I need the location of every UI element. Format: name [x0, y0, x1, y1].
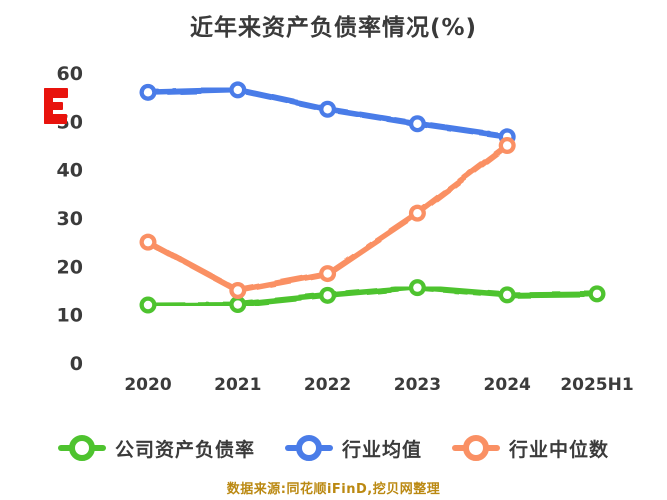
data-point-marker — [233, 300, 242, 309]
y-tick-label: 20 — [57, 256, 83, 278]
series-line-公司资产负债率 — [145, 284, 600, 308]
data-point-marker — [413, 208, 422, 218]
data-point-marker — [323, 291, 332, 300]
x-tick-label: 2024 — [484, 375, 531, 395]
data-point-marker — [323, 269, 332, 278]
legend-marker-icon — [452, 434, 500, 462]
data-point-marker — [143, 237, 153, 247]
data-point-marker — [233, 286, 242, 295]
data-point-marker — [592, 289, 602, 299]
legend-label: 行业中位数 — [509, 438, 610, 461]
data-point-marker — [413, 283, 422, 292]
legend-item-行业中位数: 行业中位数 — [452, 434, 609, 462]
chart-title: 近年来资产负债率情况(%) — [189, 15, 478, 41]
data-point-marker — [503, 141, 512, 150]
red-watermark-logo — [44, 88, 68, 124]
data-point-marker — [143, 88, 153, 97]
legend-item-行业均值: 行业均值 — [284, 434, 422, 462]
x-tick-label: 2020 — [124, 375, 171, 395]
data-point-marker — [503, 290, 512, 300]
chart-legend: 公司资产负债率 行业均值 行业中位数 — [0, 428, 667, 468]
x-tick-label: 2021 — [214, 375, 261, 395]
legend-label: 行业均值 — [341, 438, 422, 461]
legend-item-公司资产负债率: 公司资产负债率 — [57, 434, 255, 462]
data-point-marker — [323, 105, 332, 114]
y-tick-label: 30 — [57, 208, 83, 230]
data-point-marker — [413, 119, 422, 128]
legend-marker-icon — [284, 434, 333, 462]
y-tick-label: 40 — [57, 160, 83, 182]
y-tick-label: 0 — [70, 353, 83, 375]
data-point-marker — [143, 300, 153, 310]
x-tick-label: 2025H1 — [560, 375, 633, 395]
data-source-note: 数据来源:同花顺iFinD,挖贝网整理 — [226, 482, 441, 497]
y-tick-label: 10 — [57, 305, 83, 327]
legend-label: 公司资产负债率 — [114, 438, 255, 461]
y-tick-label: 60 — [57, 63, 83, 85]
legend-marker-icon — [57, 434, 106, 462]
data-point-marker — [233, 85, 242, 95]
x-tick-label: 2022 — [304, 375, 351, 395]
x-tick-label: 2023 — [394, 375, 441, 395]
